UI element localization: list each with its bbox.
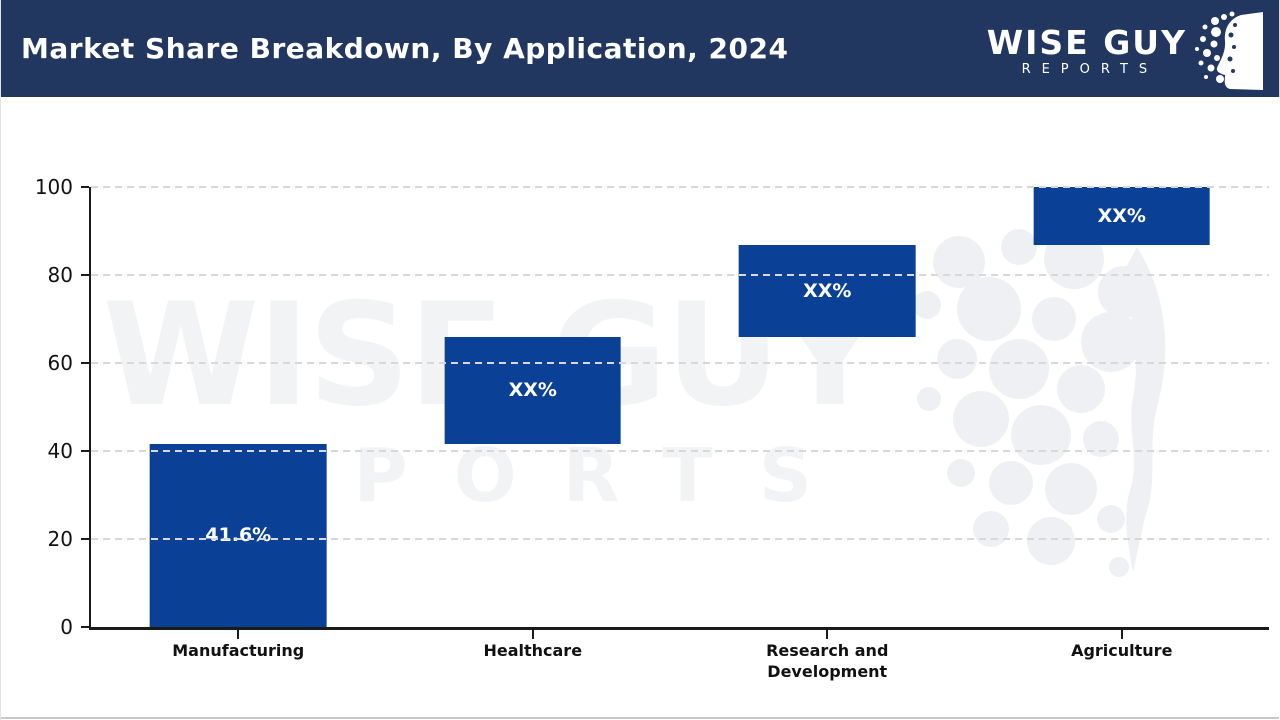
y-axis-tick-label: 20 — [47, 527, 73, 551]
bar-segment: 41.6% — [149, 443, 327, 627]
x-tick-mark — [237, 630, 240, 639]
bar-value-label: XX% — [803, 279, 852, 302]
brand-logo: WISE GUY REPORTS — [987, 11, 1265, 91]
y-axis-tick-label: 100 — [34, 175, 73, 199]
x-axis-label: Agriculture — [1071, 641, 1173, 660]
bar-value-label: XX% — [508, 379, 557, 402]
y-axis-tick-label: 60 — [47, 351, 73, 375]
bar-segment: XX% — [444, 336, 622, 444]
x-tick-mark — [531, 630, 534, 639]
dotted-head-icon — [1195, 11, 1263, 90]
x-axis-label: Research and Development — [766, 641, 889, 681]
bottom-border — [1, 717, 1279, 719]
gridline — [91, 450, 1269, 452]
y-tick-mark — [81, 362, 89, 364]
bar-segment: XX% — [738, 245, 916, 337]
brand-name: WISE GUY — [986, 22, 1187, 62]
y-tick-mark — [81, 274, 89, 276]
x-axis-label: Healthcare — [483, 641, 583, 660]
y-tick-mark — [81, 626, 89, 628]
plot-area: 0 20 40 60 80 100 41.6% Manufacturing XX% Healthc… — [35, 177, 1269, 681]
gridline — [91, 362, 1269, 364]
gridline — [91, 538, 1269, 540]
gridline — [91, 274, 1269, 276]
y-axis-tick-label: 40 — [47, 439, 73, 463]
x-axis-label: Manufacturing — [172, 641, 305, 660]
chart-title: Market Share Breakdown, By Application, … — [21, 32, 789, 65]
y-axis-tick-label: 0 — [60, 615, 73, 639]
chart-area: WISE GUY REPORTS 0 20 40 60 80 100 41.6% Manufa… — [1, 97, 1280, 720]
x-tick-mark — [826, 630, 829, 639]
y-tick-mark — [81, 186, 89, 188]
y-tick-mark — [81, 538, 89, 540]
x-tick-mark — [1120, 630, 1123, 639]
bar-value-label: 41.6% — [205, 524, 272, 547]
gridline — [91, 186, 1269, 188]
header-bar: Market Share Breakdown, By Application, … — [1, 0, 1279, 97]
brand-subtitle: REPORTS — [1021, 61, 1159, 77]
bar-segment: XX% — [1033, 187, 1211, 246]
bar-value-label: XX% — [1097, 205, 1146, 228]
brand-logo-text: WISE GUY REPORTS — [987, 26, 1187, 76]
y-axis-tick-label: 80 — [47, 263, 73, 287]
y-tick-mark — [81, 450, 89, 452]
